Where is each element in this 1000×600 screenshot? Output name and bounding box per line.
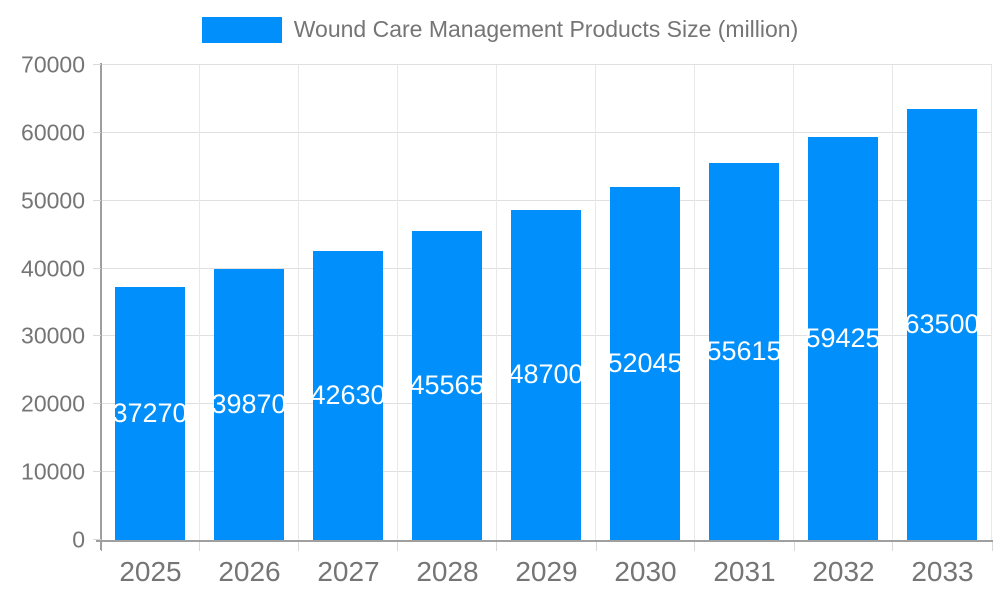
y-tick-label: 70000: [21, 51, 85, 78]
bar-value-label: 37270: [112, 398, 188, 429]
x-tick-label: 2033: [911, 556, 974, 587]
x-tick-label: 2025: [119, 556, 182, 587]
bar-value-label: 55615: [706, 335, 782, 366]
category-cell: 63500: [893, 65, 992, 540]
bar-value-label: 48700: [508, 359, 584, 390]
x-tick-mark: [298, 542, 300, 551]
x-tick-mark: [892, 542, 894, 551]
y-axis-labels: 0 10000 20000 30000 40000 50000 60000 70000: [0, 53, 93, 551]
x-tick-mark: [199, 542, 201, 551]
legend-swatch: [201, 16, 282, 43]
y-tick-mark: [93, 64, 101, 65]
y-tick-mark: [93, 131, 101, 133]
x-tick-label: 2029: [515, 556, 578, 587]
x-tick-label: 2026: [218, 556, 281, 587]
bar-2028[interactable]: 45565: [409, 230, 485, 540]
x-tick-label: 2027: [317, 556, 380, 587]
bar-2029[interactable]: 48700: [508, 209, 584, 540]
category-cell: 45565: [398, 65, 497, 540]
y-tick-label: 60000: [21, 119, 85, 146]
bar-value-label: 59425: [805, 322, 881, 353]
category-cell: 48700: [497, 65, 596, 540]
x-tick-mark: [496, 542, 498, 551]
x-tick-mark: [991, 542, 993, 551]
bar-value-label: 63500: [904, 309, 980, 340]
bar-2033[interactable]: 63500: [904, 109, 980, 540]
category-cell: 55615: [695, 65, 794, 540]
bar-2030[interactable]: 52045: [607, 186, 683, 540]
category-cell: 39870: [200, 65, 299, 540]
category-cell: 37270: [101, 65, 200, 540]
bar-value-label: 52045: [607, 347, 683, 378]
y-tick-label: 50000: [21, 187, 85, 214]
y-tick-mark: [93, 335, 101, 337]
bar-2027[interactable]: 42630: [310, 250, 386, 540]
bar-value-label: 42630: [310, 379, 386, 410]
x-tick-mark: [694, 542, 696, 551]
x-tick-label: 2031: [713, 556, 776, 587]
x-tick-mark: [100, 542, 102, 551]
x-axis-labels: 2025 2026 2027 2028 2029 2030 2031 2032 2033: [101, 558, 992, 586]
y-tick-mark: [93, 267, 101, 269]
y-axis-tick-marks: [93, 64, 101, 540]
y-tick-label: 30000: [21, 322, 85, 349]
category-cells: 37270 39870 42630 45565 48700 52045 55615 59425…: [101, 65, 992, 540]
gridline-horizontal: [101, 131, 992, 133]
x-tick-label: 2032: [812, 556, 875, 587]
category-cell: 52045: [596, 65, 695, 540]
category-cell: 42630: [299, 65, 398, 540]
x-tick-mark: [397, 542, 399, 551]
bar-value-label: 39870: [211, 389, 287, 420]
gridline-horizontal: [101, 64, 992, 65]
legend-item[interactable]: Wound Care Management Products Size (mil…: [0, 16, 1000, 43]
bar-2025[interactable]: 37270: [112, 287, 188, 540]
y-tick-label: 10000: [21, 458, 85, 485]
bar-2031[interactable]: 55615: [706, 162, 782, 540]
y-tick-label: 40000: [21, 255, 85, 282]
y-tick-label: 20000: [21, 390, 85, 417]
y-tick-mark: [93, 403, 101, 405]
y-tick-mark: [93, 539, 101, 540]
x-axis-tick-marks: [100, 542, 993, 551]
y-tick-mark: [93, 199, 101, 201]
legend-label: Wound Care Management Products Size (mil…: [293, 16, 799, 42]
bar-2026[interactable]: 39870: [211, 269, 287, 540]
x-axis-line: [96, 540, 993, 542]
y-tick-label: 0: [72, 526, 85, 553]
plot-area: 37270 39870 42630 45565 48700 52045 55615 59425…: [101, 64, 992, 540]
y-tick-mark: [93, 471, 101, 473]
x-tick-mark: [595, 542, 597, 551]
x-tick-mark: [793, 542, 795, 551]
gridline-horizontal: [101, 199, 992, 201]
x-tick-label: 2030: [614, 556, 677, 587]
bar-value-label: 45565: [409, 369, 485, 400]
x-tick-label: 2028: [416, 556, 479, 587]
bar-2032[interactable]: 59425: [805, 136, 881, 540]
category-cell: 59425: [794, 65, 893, 540]
y-axis-line: [100, 63, 102, 550]
